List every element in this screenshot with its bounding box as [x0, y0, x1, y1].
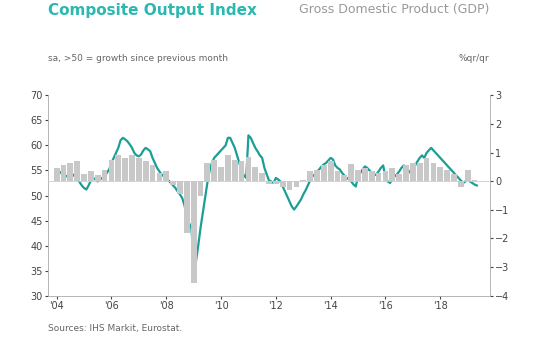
- Bar: [143, 161, 148, 181]
- Text: sa, >50 = growth since previous month: sa, >50 = growth since previous month: [48, 54, 229, 63]
- Bar: [197, 181, 203, 195]
- Bar: [376, 173, 381, 181]
- Bar: [280, 181, 286, 187]
- Bar: [232, 160, 238, 181]
- Bar: [355, 170, 361, 181]
- Bar: [465, 170, 471, 181]
- Bar: [259, 173, 265, 181]
- Bar: [273, 181, 279, 184]
- Bar: [328, 161, 334, 181]
- Bar: [314, 170, 320, 181]
- Bar: [390, 168, 395, 181]
- Bar: [122, 158, 128, 181]
- Bar: [102, 170, 108, 181]
- Bar: [300, 180, 306, 181]
- Bar: [266, 181, 272, 184]
- Text: Sources: IHS Markit, Eurostat.: Sources: IHS Markit, Eurostat.: [48, 324, 183, 333]
- Bar: [287, 181, 293, 190]
- Bar: [225, 155, 231, 181]
- Bar: [211, 160, 217, 181]
- Bar: [294, 181, 299, 187]
- Bar: [307, 171, 313, 181]
- Bar: [348, 164, 354, 181]
- Bar: [342, 175, 347, 181]
- Bar: [430, 163, 436, 181]
- Text: Gross Domestic Product (GDP): Gross Domestic Product (GDP): [299, 3, 490, 16]
- Bar: [170, 181, 176, 186]
- Bar: [157, 173, 162, 181]
- Bar: [369, 171, 374, 181]
- Bar: [218, 167, 224, 181]
- Bar: [88, 171, 94, 181]
- Bar: [184, 181, 190, 233]
- Bar: [54, 168, 60, 181]
- Bar: [321, 166, 327, 181]
- Bar: [397, 174, 402, 181]
- Bar: [410, 163, 416, 181]
- Bar: [437, 167, 443, 181]
- Bar: [116, 155, 121, 181]
- Bar: [444, 170, 450, 181]
- Bar: [67, 163, 73, 181]
- Bar: [362, 168, 368, 181]
- Bar: [74, 161, 80, 181]
- Bar: [458, 181, 464, 187]
- Bar: [451, 174, 457, 181]
- Bar: [424, 158, 429, 181]
- Bar: [383, 171, 388, 181]
- Bar: [164, 171, 169, 181]
- Text: Composite Output Index: Composite Output Index: [48, 3, 257, 18]
- Bar: [417, 163, 422, 181]
- Bar: [129, 155, 135, 181]
- Bar: [61, 166, 66, 181]
- Bar: [472, 180, 477, 181]
- Bar: [239, 161, 244, 181]
- Bar: [252, 167, 258, 181]
- Bar: [403, 166, 409, 181]
- Bar: [177, 181, 183, 194]
- Bar: [191, 181, 196, 283]
- Bar: [81, 174, 87, 181]
- Bar: [335, 171, 341, 181]
- Bar: [150, 166, 155, 181]
- Bar: [204, 163, 210, 181]
- Bar: [245, 157, 251, 181]
- Bar: [95, 175, 101, 181]
- Bar: [136, 158, 141, 181]
- Text: %qr/qr: %qr/qr: [459, 54, 490, 63]
- Bar: [109, 160, 114, 181]
